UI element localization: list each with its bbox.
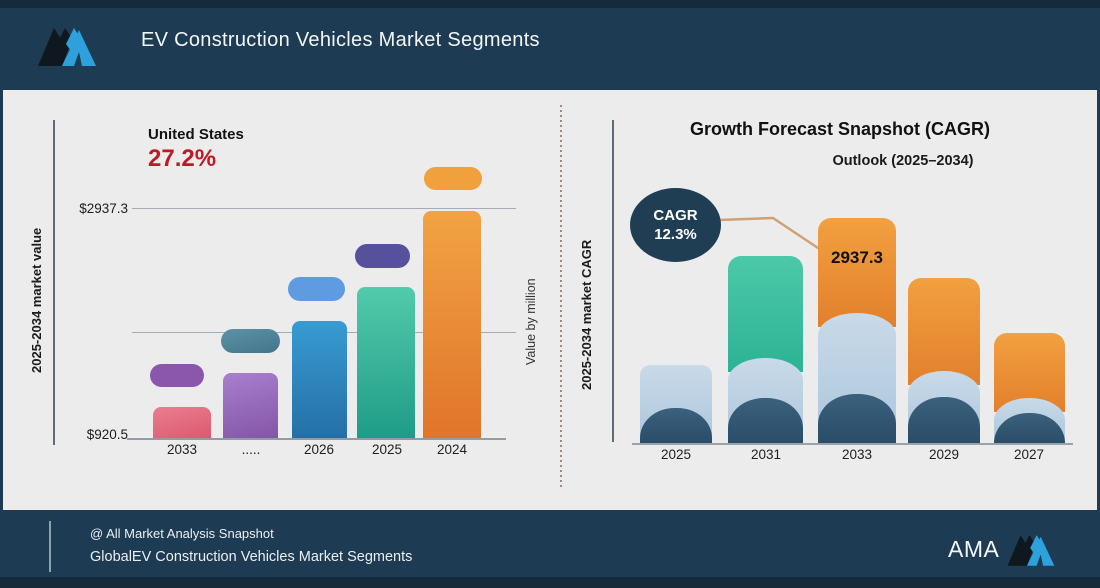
right-xlabel-2033: 2033	[841, 447, 873, 462]
right-xlabel-2025: 2025	[660, 447, 692, 462]
right-chart-subtitle: Outlook (2025–2034)	[832, 153, 974, 169]
footer-band	[0, 510, 1100, 588]
rbar-2033-base	[818, 394, 896, 443]
header-band	[0, 0, 1100, 90]
left-bar-dots	[223, 373, 278, 438]
footer-ama-logo-icon	[1007, 535, 1055, 566]
ama-logo-icon	[38, 28, 96, 66]
rbar-2031-top	[728, 256, 803, 372]
left-xlabel-2025: 2025	[371, 442, 403, 457]
footer-report-title: GlobalEV Construction Vehicles Market Se…	[90, 549, 413, 565]
footer-brand-text: AMA	[948, 536, 1000, 562]
left-chart-highlight-value: 27.2%	[148, 145, 217, 172]
left-xlabel-2024: 2024	[436, 442, 468, 457]
left-xlabel-2026: 2026	[303, 442, 335, 457]
right-chart-y-axis	[612, 120, 614, 442]
cagr-badge-value: 12.3%	[654, 226, 697, 243]
content-panel: 2025-2034 market value United States 27.…	[3, 90, 1097, 510]
cagr-badge: CAGR 12.3%	[630, 188, 721, 262]
right-xlabel-2027: 2027	[1013, 447, 1045, 462]
rbar-2033-top	[818, 218, 896, 327]
left-chart-gridline-top	[132, 208, 516, 209]
footer-edge-strip	[0, 577, 1100, 588]
left-bar-2024	[423, 211, 481, 438]
left-chart-x-axis	[127, 438, 506, 440]
left-chart-ytick-top: $2937.3	[79, 201, 128, 216]
left-xlabel-2033: 2033	[166, 442, 198, 457]
left-bar-2026	[292, 321, 347, 438]
left-chart-y-axis	[53, 120, 55, 445]
left-chart-region-label: United States	[148, 126, 244, 143]
left-bar-2025-cap	[355, 244, 410, 268]
rbar-2031-base	[728, 398, 803, 443]
left-bar-2024-cap	[424, 167, 482, 190]
header-edge-strip	[0, 0, 1100, 8]
right-chart-x-axis	[632, 443, 1073, 445]
page-title: EV Construction Vehicles Market Segments	[141, 29, 540, 51]
footer-credit-line: @ All Market Analysis Snapshot	[90, 526, 274, 541]
left-xlabel-dots: .....	[241, 442, 261, 457]
left-bar-2033	[153, 407, 211, 438]
right-chart-title: Growth Forecast Snapshot (CAGR)	[689, 119, 990, 139]
left-bar-dots-cap	[221, 329, 280, 353]
rbar-2029-base	[908, 397, 980, 443]
rbar-2029-top	[908, 278, 980, 385]
left-chart-ytick-bottom: $920.5	[86, 427, 128, 442]
right-xlabel-2029: 2029	[928, 447, 960, 462]
right-xlabel-2031: 2031	[750, 447, 782, 462]
left-bar-2033-cap	[150, 364, 204, 387]
left-bar-2026-cap	[288, 277, 345, 301]
cagr-connector-line	[718, 216, 822, 252]
rbar-2033-value-label: 2937.3	[831, 248, 883, 267]
footer-divider-line	[49, 521, 51, 572]
panel-divider	[560, 105, 562, 487]
cagr-badge-label: CAGR	[653, 206, 698, 224]
left-bar-2025	[357, 287, 415, 438]
